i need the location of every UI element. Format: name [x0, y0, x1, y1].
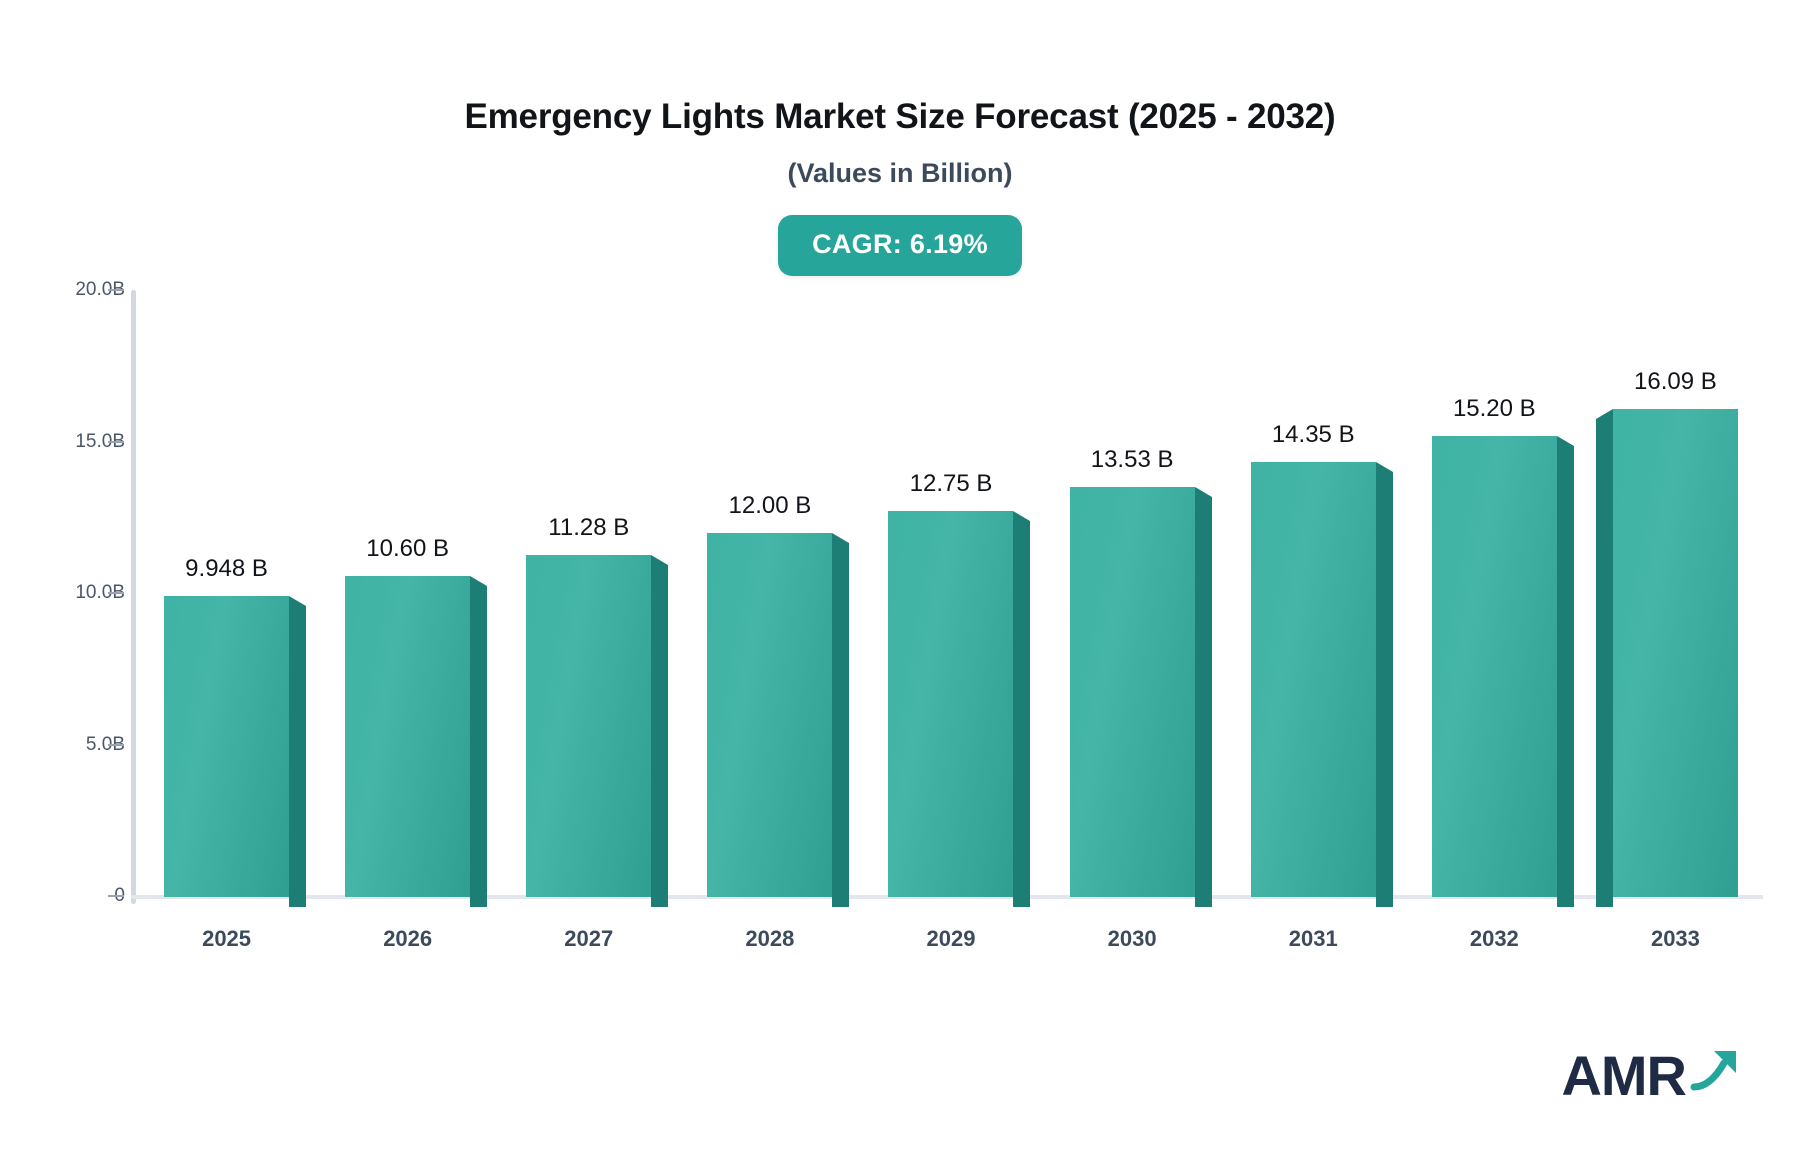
bar-3d-side: [1194, 497, 1212, 907]
bar-value-label: 12.75 B: [909, 470, 993, 497]
logo-text: AMR: [1561, 1044, 1687, 1107]
bar-value-label: 11.28 B: [548, 514, 630, 541]
bar-value-label: 9.948 B: [185, 555, 268, 582]
bar-3d-side: [1556, 446, 1574, 907]
y-axis-tick-label: 0: [0, 885, 125, 907]
bar-3d-side: [1013, 521, 1031, 907]
cagr-badge: CAGR: 6.19%: [778, 215, 1022, 276]
bar-3d-side: [289, 606, 307, 907]
bar-slot: 10.60 B: [317, 276, 498, 907]
x-axis-label: 2028: [745, 926, 795, 951]
bar-slot: 15.20 B: [1404, 276, 1585, 907]
bar-value-label: 15.20 B: [1452, 395, 1536, 422]
bar-3d-top: [1375, 462, 1393, 472]
bar-column[interactable]: 14.35 B: [1250, 421, 1393, 907]
y-axis-tick-label: 10.0B: [75, 582, 125, 603]
bar-3d-side: [1375, 472, 1393, 907]
bar-column[interactable]: 16.09 B: [1595, 368, 1738, 907]
bar-series: 9.948 B 10.60 B 11.28 B 12.00 B 12.75 B 13.53…: [136, 276, 1766, 907]
bar-value-label: 16.09 B: [1634, 368, 1717, 395]
bar-3d-top: [1194, 487, 1212, 497]
bar-slot: 16.09 B: [1585, 276, 1766, 907]
bar-value-label: 12.00 B: [728, 492, 812, 519]
growth-arrow-icon: [1690, 1047, 1742, 1098]
bar[interactable]: [707, 533, 850, 907]
bar-3d-top: [832, 533, 850, 543]
bar[interactable]: [526, 555, 669, 907]
y-axis-tick-mark: [108, 440, 124, 443]
y-axis-tick-mark: [108, 289, 124, 291]
bar-3d-side: [832, 543, 850, 907]
bar[interactable]: [164, 596, 307, 907]
amr-logo: AMR: [1561, 1047, 1742, 1104]
bar-3d-side: [1595, 419, 1613, 907]
bar-slot: 11.28 B: [498, 276, 679, 907]
bar-column[interactable]: 9.948 B: [164, 555, 307, 907]
bar-value-label: 14.35 B: [1271, 421, 1355, 448]
chart-subtitle: (Values in Billion): [787, 158, 1013, 188]
page-title: Emergency Lights Market Size Forecast (2…: [464, 97, 1336, 136]
bar-slot: 9.948 B: [136, 276, 317, 907]
y-axis-tick-mark: [108, 895, 124, 897]
bar-column[interactable]: 15.20 B: [1431, 395, 1574, 907]
cagr-badge-container: CAGR: 6.19%: [0, 215, 1800, 276]
bar[interactable]: [1431, 436, 1574, 907]
x-axis-label: 2030: [1107, 926, 1157, 951]
bar-column[interactable]: 10.60 B: [345, 535, 488, 907]
y-axis-tick-label: 5.0B: [85, 733, 125, 755]
x-axis-label: 2032: [1469, 926, 1519, 951]
bar-slot: 13.53 B: [1042, 276, 1223, 907]
bar-column[interactable]: 11.28 B: [526, 514, 669, 907]
y-axis-tick-mark: [108, 592, 124, 594]
x-axis-label: 2025: [202, 926, 252, 951]
bar[interactable]: [1595, 409, 1738, 907]
bar-3d-top: [651, 555, 669, 565]
bar-3d-side: [470, 586, 488, 907]
x-axis-label: 2027: [564, 926, 614, 951]
y-axis-line: [131, 290, 136, 904]
bar-column[interactable]: 12.75 B: [888, 470, 1031, 907]
bar-value-label: 13.53 B: [1090, 446, 1174, 473]
bar-3d-top: [470, 576, 488, 586]
chart-header: Emergency Lights Market Size Forecast (2…: [0, 0, 1800, 276]
chart-plot-area: 20.0B 15.0B 10.0B 5.0B 0 9.948 B 10.60 B 11.28…: [0, 276, 1800, 926]
bar-slot: 12.75 B: [860, 276, 1041, 907]
y-axis-tick-label: 15.0B: [75, 430, 125, 452]
bar-column[interactable]: 12.00 B: [707, 492, 850, 907]
bar-column[interactable]: 13.53 B: [1069, 446, 1212, 907]
x-axis-label: 2033: [1650, 926, 1700, 951]
bar-3d-top: [1013, 511, 1031, 521]
bar-3d-side: [651, 565, 669, 907]
bar-slot: 12.00 B: [679, 276, 860, 907]
bar[interactable]: [345, 576, 488, 907]
bar[interactable]: [1069, 487, 1212, 907]
bar-value-label: 10.60 B: [366, 535, 450, 562]
y-axis-tick-mark: [108, 743, 124, 746]
bar[interactable]: [888, 511, 1031, 907]
x-axis-labels: 2025 2026 2027 2028 2029 2030 2031 2032 2033: [136, 926, 1766, 952]
bar-slot: 14.35 B: [1223, 276, 1404, 907]
x-axis-label: 2026: [383, 926, 433, 951]
x-axis-label: 2029: [926, 926, 976, 951]
y-axis-tick-label: 20.0B: [75, 279, 125, 300]
bar-3d-top: [1595, 409, 1613, 419]
bar-3d-top: [1556, 436, 1574, 446]
bar-3d-top: [289, 596, 307, 606]
x-axis-label: 2031: [1288, 926, 1338, 951]
bar[interactable]: [1250, 462, 1393, 907]
x-axis-line: [131, 895, 1763, 899]
